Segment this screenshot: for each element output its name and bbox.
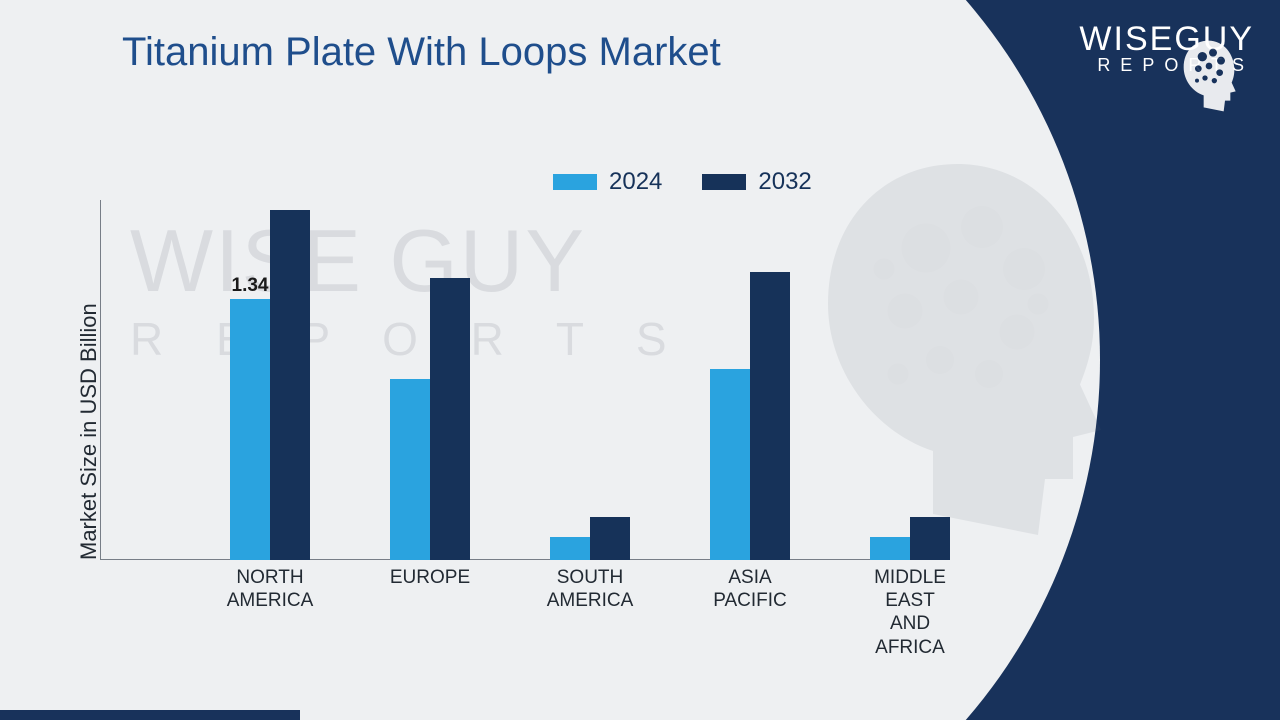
- bar: [910, 517, 950, 560]
- legend: 2024 2032: [553, 168, 812, 196]
- bar: [750, 272, 790, 560]
- bar-group: [710, 200, 790, 560]
- bar-group: [230, 200, 310, 560]
- bar-group: [870, 200, 950, 560]
- bottom-accent-bar: [0, 710, 300, 720]
- bar: [230, 299, 270, 560]
- category-label: NORTHAMERICA: [200, 566, 340, 612]
- bar-group: [550, 200, 630, 560]
- category-label: MIDDLEEASTANDAFRICA: [840, 566, 980, 659]
- bar: [870, 537, 910, 560]
- chart-title: Titanium Plate With Loops Market: [122, 30, 721, 75]
- bar: [390, 379, 430, 560]
- x-axis-line: [100, 559, 920, 560]
- category-label: EUROPE: [360, 566, 500, 589]
- bar: [590, 517, 630, 560]
- brand-logo: WISEGUY REPORTS: [994, 20, 1254, 76]
- brand-name-wise: WISE: [1079, 20, 1174, 58]
- infographic-canvas: WISE GUY R E P O R T S WISEGUY REPORTS T…: [0, 0, 1280, 720]
- brand-name-line1: WISEGUY: [994, 20, 1254, 59]
- brand-name-line2: REPORTS: [994, 55, 1254, 76]
- bar: [430, 278, 470, 560]
- legend-label: 2032: [758, 168, 811, 196]
- y-axis-line: [100, 200, 101, 560]
- bar-chart: Market Size in USD Billion NORTHAMERICAE…: [100, 200, 920, 560]
- y-axis-label: Market Size in USD Billion: [76, 303, 102, 560]
- bar-value-label: 1.34: [215, 275, 285, 297]
- category-label: ASIAPACIFIC: [680, 566, 820, 612]
- legend-swatch: [702, 174, 746, 190]
- bar: [710, 369, 750, 560]
- brand-name-guy: GUY: [1174, 20, 1254, 58]
- legend-label: 2024: [609, 168, 662, 196]
- bar: [270, 210, 310, 560]
- bar: [550, 537, 590, 560]
- legend-item: 2032: [702, 168, 811, 196]
- legend-swatch: [553, 174, 597, 190]
- category-label: SOUTHAMERICA: [520, 566, 660, 612]
- bar-group: [390, 200, 470, 560]
- legend-item: 2024: [553, 168, 662, 196]
